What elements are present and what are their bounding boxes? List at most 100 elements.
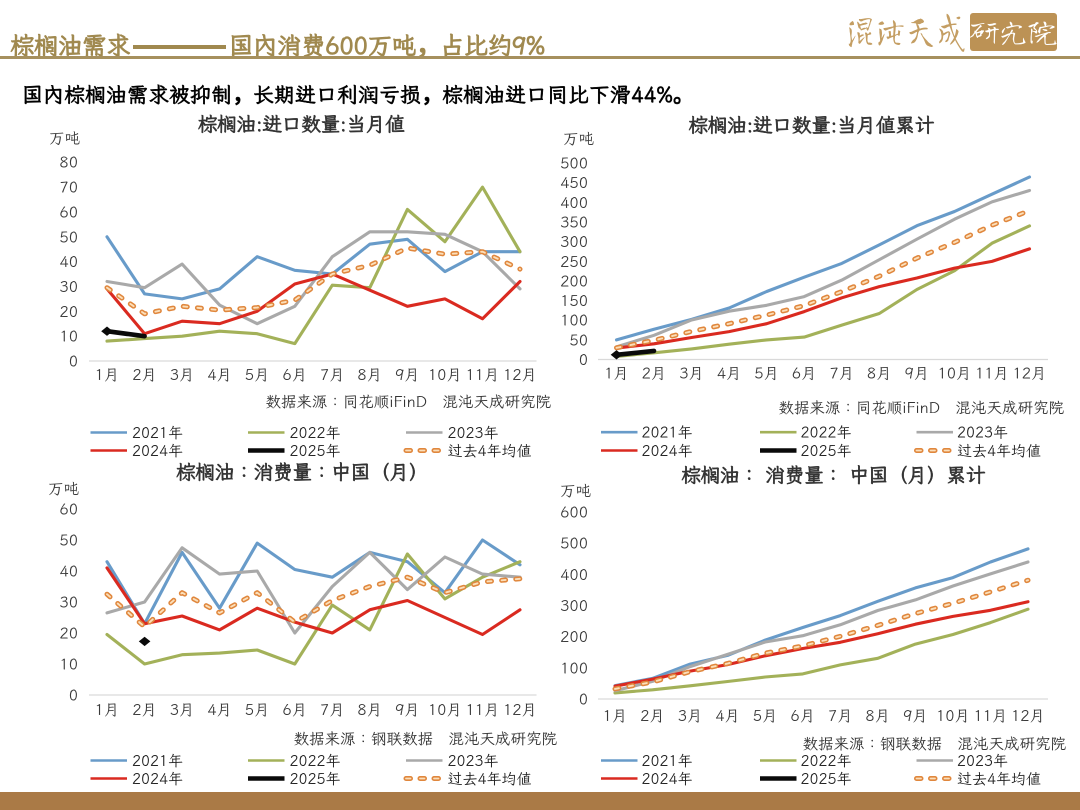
svg-text:2021年: 2021年	[132, 752, 183, 771]
svg-text:40: 40	[59, 562, 78, 582]
svg-text:万吨: 万吨	[563, 129, 595, 149]
svg-text:2024年: 2024年	[132, 442, 183, 461]
svg-text:9月: 9月	[395, 365, 420, 385]
svg-text:100: 100	[560, 311, 588, 331]
svg-text:过去4年均值: 过去4年均值	[957, 770, 1041, 789]
svg-text:2023年: 2023年	[957, 752, 1008, 771]
svg-text:0: 0	[69, 352, 78, 372]
svg-text:450: 450	[560, 173, 588, 193]
svg-text:1月: 1月	[95, 700, 120, 720]
svg-text:0: 0	[579, 690, 588, 710]
svg-text:8月: 8月	[865, 706, 890, 726]
svg-text:5月: 5月	[245, 700, 270, 720]
svg-text:8月: 8月	[357, 365, 382, 385]
svg-text:2021年: 2021年	[642, 424, 693, 443]
svg-text:12月: 12月	[1011, 706, 1045, 726]
svg-text:100: 100	[560, 658, 588, 678]
svg-text:7月: 7月	[320, 365, 345, 385]
svg-text:棕榈油：消费量：中国（月）: 棕榈油：消费量：中国（月）	[176, 458, 428, 485]
svg-text:2025年: 2025年	[290, 442, 341, 461]
svg-text:1月: 1月	[95, 365, 120, 385]
svg-text:6月: 6月	[282, 365, 307, 385]
svg-text:350: 350	[560, 212, 588, 232]
svg-text:400: 400	[560, 193, 588, 213]
svg-text:30: 30	[59, 277, 78, 297]
svg-text:300: 300	[560, 596, 588, 616]
svg-text:11月: 11月	[465, 700, 499, 720]
svg-text:30: 30	[59, 593, 78, 613]
svg-text:7月: 7月	[828, 706, 853, 726]
svg-text:200: 200	[560, 627, 588, 647]
svg-text:2025年: 2025年	[801, 442, 852, 461]
svg-text:万吨: 万吨	[560, 481, 592, 501]
svg-text:2月: 2月	[132, 700, 157, 720]
svg-text:3月: 3月	[678, 706, 703, 726]
svg-text:万吨: 万吨	[48, 479, 80, 499]
svg-text:2023年: 2023年	[448, 752, 499, 771]
svg-text:12月: 12月	[503, 365, 537, 385]
svg-text:过去4年均值: 过去4年均值	[448, 442, 532, 461]
svg-text:60: 60	[59, 500, 78, 520]
svg-text:5月: 5月	[753, 706, 778, 726]
svg-text:12月: 12月	[503, 700, 537, 720]
svg-text:2023年: 2023年	[957, 424, 1008, 443]
svg-text:2023年: 2023年	[448, 424, 499, 443]
svg-text:数据来源：钢联数据 混沌天成研究院: 数据来源：钢联数据 混沌天成研究院	[802, 734, 1066, 754]
svg-text:6月: 6月	[792, 364, 817, 384]
svg-text:5月: 5月	[754, 364, 779, 384]
svg-text:数据来源：同花顺iFinD 混沌天成研究院: 数据来源：同花顺iFinD 混沌天成研究院	[778, 398, 1064, 418]
svg-text:8月: 8月	[357, 700, 382, 720]
svg-text:2022年: 2022年	[290, 752, 341, 771]
svg-text:数据来源：钢联数据 混沌天成研究院: 数据来源：钢联数据 混沌天成研究院	[293, 729, 557, 749]
svg-text:2021年: 2021年	[132, 424, 183, 443]
svg-text:150: 150	[560, 291, 588, 311]
svg-text:6月: 6月	[282, 700, 307, 720]
svg-text:3月: 3月	[679, 364, 704, 384]
svg-text:7月: 7月	[829, 364, 854, 384]
svg-text:50: 50	[569, 330, 588, 350]
svg-text:500: 500	[560, 154, 588, 174]
svg-text:1月: 1月	[603, 706, 628, 726]
svg-text:12月: 12月	[1012, 364, 1046, 384]
svg-text:50: 50	[59, 531, 78, 551]
svg-text:20: 20	[59, 302, 78, 322]
svg-text:2月: 2月	[642, 364, 667, 384]
svg-text:250: 250	[560, 252, 588, 272]
svg-text:10月: 10月	[428, 700, 462, 720]
svg-text:9月: 9月	[903, 706, 928, 726]
svg-text:80: 80	[59, 153, 78, 173]
svg-text:棕榈油:进口数量:当月值: 棕榈油:进口数量:当月值	[198, 110, 405, 137]
svg-text:2021年: 2021年	[642, 752, 693, 771]
svg-text:10: 10	[59, 655, 78, 675]
svg-text:10: 10	[59, 327, 78, 347]
svg-text:11月: 11月	[973, 706, 1007, 726]
svg-text:过去4年均值: 过去4年均值	[957, 442, 1041, 461]
svg-text:400: 400	[560, 565, 588, 585]
svg-text:4月: 4月	[715, 706, 740, 726]
svg-text:9月: 9月	[395, 700, 420, 720]
svg-text:4月: 4月	[207, 700, 232, 720]
svg-text:8月: 8月	[867, 364, 892, 384]
svg-text:40: 40	[59, 252, 78, 272]
svg-text:万吨: 万吨	[49, 129, 81, 149]
svg-text:300: 300	[560, 232, 588, 252]
svg-text:2022年: 2022年	[801, 752, 852, 771]
svg-text:50: 50	[59, 227, 78, 247]
svg-text:600: 600	[560, 503, 588, 523]
svg-text:11月: 11月	[465, 365, 499, 385]
svg-text:棕榈油:进口数量:当月值累计: 棕榈油:进口数量:当月值累计	[688, 111, 934, 138]
svg-text:500: 500	[560, 534, 588, 554]
svg-text:2月: 2月	[132, 365, 157, 385]
svg-text:11月: 11月	[975, 364, 1009, 384]
svg-text:2024年: 2024年	[132, 770, 183, 789]
svg-text:6月: 6月	[790, 706, 815, 726]
svg-text:10月: 10月	[428, 365, 462, 385]
svg-text:棕榈油： 消费量： 中国（月）累计: 棕榈油： 消费量： 中国（月）累计	[681, 461, 985, 488]
svg-text:200: 200	[560, 271, 588, 291]
svg-text:9月: 9月	[904, 364, 929, 384]
svg-text:20: 20	[59, 624, 78, 644]
svg-text:数据来源：同花顺iFinD 混沌天成研究院: 数据来源：同花顺iFinD 混沌天成研究院	[265, 392, 551, 412]
svg-text:60: 60	[59, 202, 78, 222]
svg-text:2022年: 2022年	[801, 424, 852, 443]
svg-text:5月: 5月	[245, 365, 270, 385]
